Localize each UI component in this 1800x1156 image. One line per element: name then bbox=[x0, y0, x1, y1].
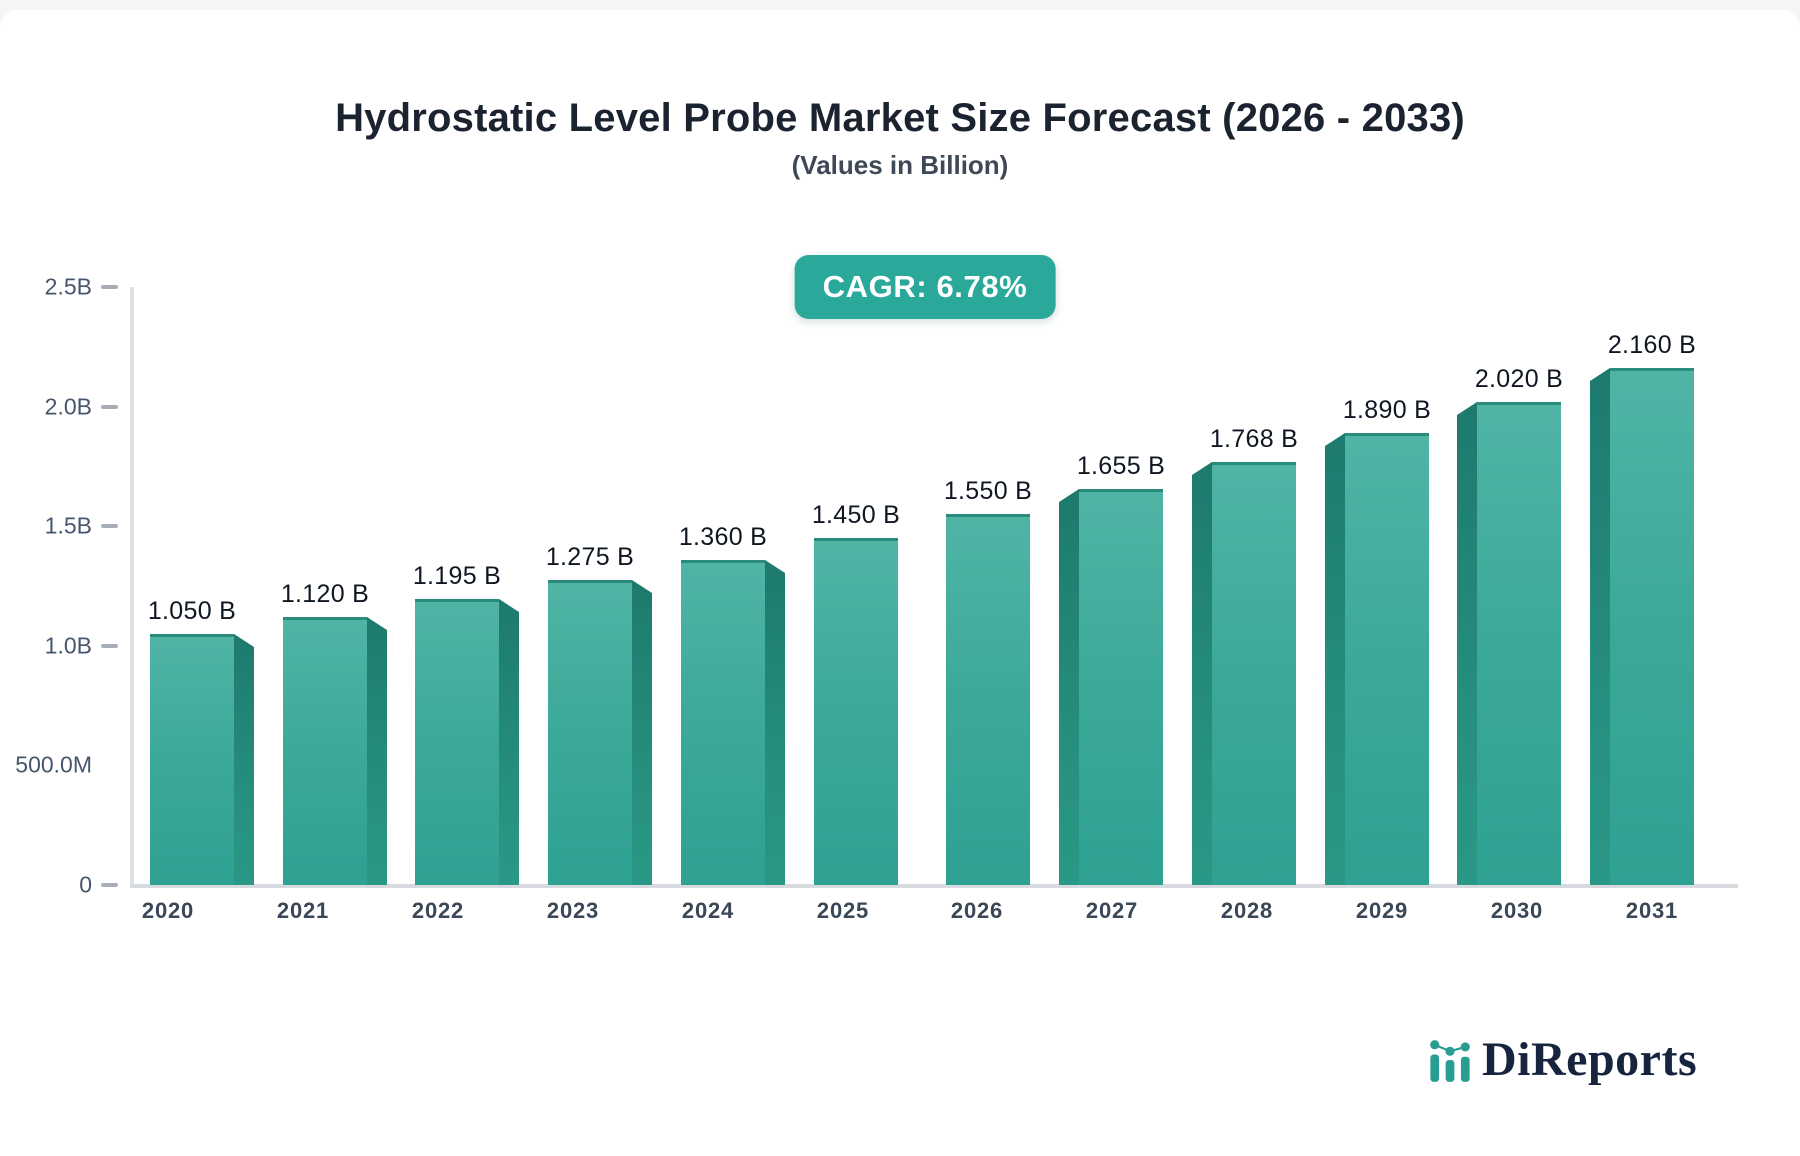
x-tick-label-2020: 2020 bbox=[141, 898, 195, 923]
bar-side-2029 bbox=[1325, 433, 1345, 885]
x-tick-label-2021: 2021 bbox=[276, 898, 330, 923]
bar-2021 bbox=[283, 617, 367, 885]
x-tick-label-2031: 2031 bbox=[1625, 898, 1679, 923]
value-label-2030: 2.020 B bbox=[1474, 365, 1564, 393]
x-tick-label-2027: 2027 bbox=[1085, 898, 1139, 923]
chart-subtitle: (Values in Billion) bbox=[791, 150, 1009, 180]
bar-side-2031 bbox=[1590, 368, 1610, 885]
y-tick-mark bbox=[101, 643, 118, 648]
bar-side-2030 bbox=[1457, 402, 1477, 885]
y-tick-mark bbox=[101, 883, 118, 887]
bar-side-2028 bbox=[1192, 462, 1212, 885]
x-tick-label-2024: 2024 bbox=[681, 898, 735, 923]
x-tick-label-2026: 2026 bbox=[950, 898, 1004, 923]
value-label-2023: 1.275 B bbox=[545, 543, 635, 571]
bar-side-2027 bbox=[1059, 489, 1079, 885]
x-axis-baseline bbox=[130, 884, 1738, 888]
x-tick-label-2029: 2029 bbox=[1355, 898, 1409, 923]
x-tick-label-2022: 2022 bbox=[411, 898, 465, 923]
bar-2020 bbox=[150, 634, 234, 885]
value-label-2025: 1.450 B bbox=[811, 501, 901, 529]
y-tick-mark bbox=[101, 404, 118, 409]
value-label-2028: 1.768 B bbox=[1209, 425, 1299, 453]
y-tick-label-500.0M: 500.0M bbox=[15, 751, 92, 778]
y-tick-label-1.5B: 1.5B bbox=[44, 512, 92, 539]
bar-2024 bbox=[681, 560, 765, 885]
y-tick-label-0: 0 bbox=[79, 871, 92, 898]
chart-title: Hydrostatic Level Probe Market Size Fore… bbox=[335, 96, 1465, 140]
y-tick-label-2.0B: 2.0B bbox=[44, 393, 92, 420]
x-tick-label-2023: 2023 bbox=[546, 898, 600, 923]
value-label-2020: 1.050 B bbox=[147, 597, 237, 625]
value-label-2024: 1.360 B bbox=[678, 523, 768, 551]
bar-side-2023 bbox=[632, 580, 652, 885]
brand-name: DiReports bbox=[1482, 1033, 1698, 1086]
x-tick-label-2025: 2025 bbox=[816, 898, 870, 923]
bar-2030 bbox=[1477, 402, 1561, 885]
value-label-2027: 1.655 B bbox=[1076, 452, 1166, 480]
value-label-2022: 1.195 B bbox=[412, 562, 502, 590]
bar-2027 bbox=[1079, 489, 1163, 885]
brand-logo: DiReports bbox=[1428, 1036, 1697, 1084]
value-label-2029: 1.890 B bbox=[1342, 396, 1432, 424]
bar-chart-trend-icon bbox=[1430, 1040, 1470, 1082]
value-label-2026: 1.550 B bbox=[943, 477, 1033, 505]
bar-side-2021 bbox=[367, 617, 387, 885]
bar-2025 bbox=[814, 538, 898, 885]
y-tick-mark bbox=[101, 285, 118, 289]
bar-2031 bbox=[1610, 368, 1694, 885]
cagr-badge: CAGR: 6.78% bbox=[794, 255, 1056, 319]
value-label-2031: 2.160 B bbox=[1607, 331, 1697, 359]
bar-side-2024 bbox=[765, 560, 785, 885]
bar-side-2022 bbox=[499, 599, 519, 885]
bar-2026 bbox=[946, 514, 1030, 885]
x-tick-label-2030: 2030 bbox=[1490, 898, 1544, 923]
value-label-2021: 1.120 B bbox=[280, 580, 370, 608]
y-axis-line bbox=[130, 287, 134, 888]
bar-2023 bbox=[548, 580, 632, 885]
x-tick-label-2028: 2028 bbox=[1220, 898, 1274, 923]
y-tick-mark bbox=[101, 524, 118, 529]
bar-2028 bbox=[1212, 462, 1296, 885]
bar-side-2020 bbox=[234, 634, 254, 885]
y-tick-label-1.0B: 1.0B bbox=[44, 632, 92, 659]
y-tick-label-2.5B: 2.5B bbox=[44, 273, 92, 300]
bar-2029 bbox=[1345, 433, 1429, 885]
bar-2022 bbox=[415, 599, 499, 885]
